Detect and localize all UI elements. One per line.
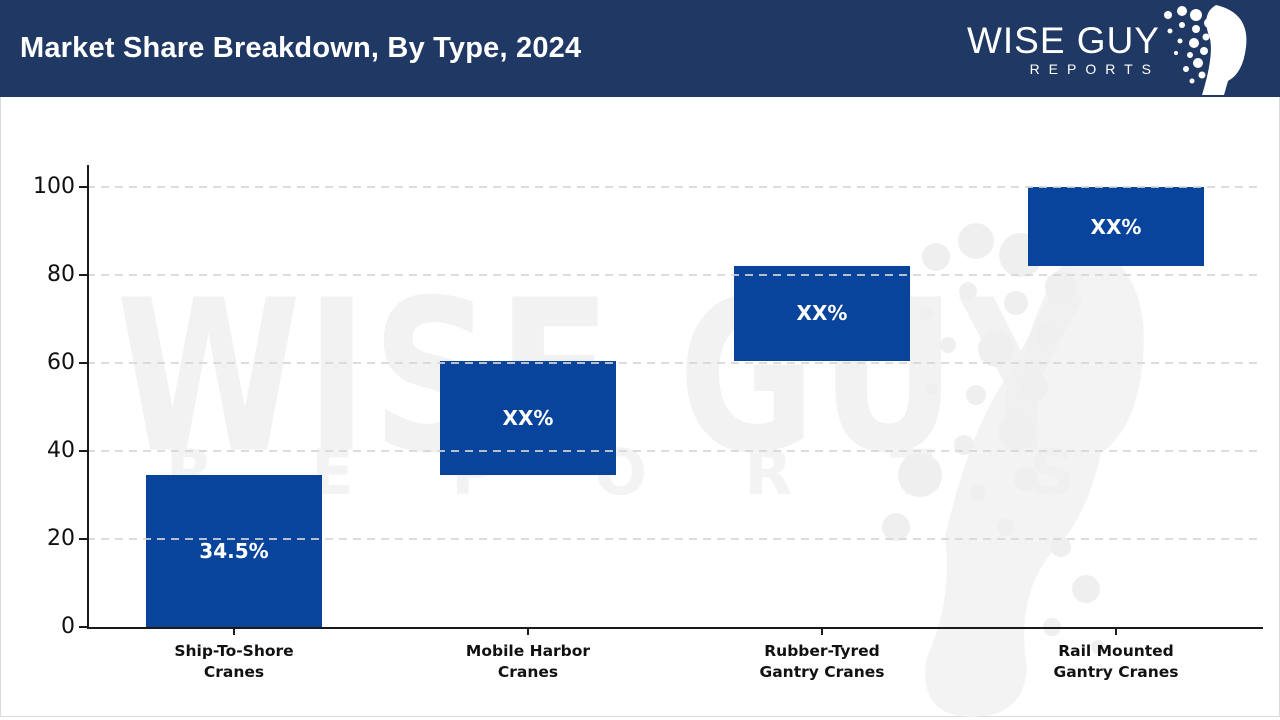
x-category-label: Rail Mounted Gantry Cranes	[1053, 642, 1179, 681]
y-axis-line	[87, 165, 89, 629]
wiseguy-logo: WISE GUY REPORTS	[967, 3, 1256, 95]
y-tick-label: 0	[61, 614, 75, 639]
gridline	[87, 186, 1263, 188]
bar-segment: XX%	[734, 266, 910, 361]
bar-value-label: 34.5%	[199, 539, 269, 564]
page-title: Market Share Breakdown, By Type, 2024	[20, 32, 582, 64]
bar-segment: XX%	[440, 360, 616, 476]
y-tick-mark	[79, 186, 87, 188]
bar-segment: 34.5%	[146, 475, 322, 627]
y-tick-label: 60	[47, 350, 75, 375]
x-category-label: Ship-To-Shore Cranes	[174, 642, 294, 681]
y-tick-mark	[79, 362, 87, 364]
x-category-label: Rubber-Tyred Gantry Cranes	[759, 642, 885, 681]
gridline	[87, 450, 1263, 452]
bar-segment: XX%	[1028, 187, 1204, 267]
y-tick-mark	[79, 450, 87, 452]
bar-value-label: XX%	[796, 301, 848, 326]
gridline	[87, 274, 1263, 276]
logo-wiseguy-text: WISE GUY	[966, 19, 1160, 61]
x-category-label: Mobile Harbor Cranes	[465, 642, 591, 681]
chart-area: WISE GUY R E P O R T S 34.5% XX% XX% XX% 0 20…	[0, 97, 1280, 717]
gridline	[87, 362, 1263, 364]
x-tick-mark	[233, 629, 235, 635]
logo-text: WISE GUY REPORTS	[967, 22, 1160, 76]
gridline	[87, 538, 1263, 540]
bar-value-label: XX%	[1090, 214, 1142, 239]
x-tick-mark	[527, 629, 529, 635]
bar-value-label: XX%	[502, 405, 554, 430]
x-tick-mark	[821, 629, 823, 635]
x-axis-line	[87, 627, 1263, 629]
y-tick-label: 40	[47, 438, 75, 463]
y-tick-mark	[79, 626, 87, 628]
y-tick-mark	[79, 538, 87, 540]
y-tick-label: 80	[47, 262, 75, 287]
logo-face-icon	[1164, 4, 1247, 95]
logo-reports-text: REPORTS	[1029, 60, 1160, 77]
y-tick-label: 20	[47, 526, 75, 551]
y-tick-label: 100	[33, 174, 75, 199]
y-tick-mark	[79, 274, 87, 276]
header: Market Share Breakdown, By Type, 2024 WI…	[0, 0, 1280, 97]
x-tick-mark	[1115, 629, 1117, 635]
